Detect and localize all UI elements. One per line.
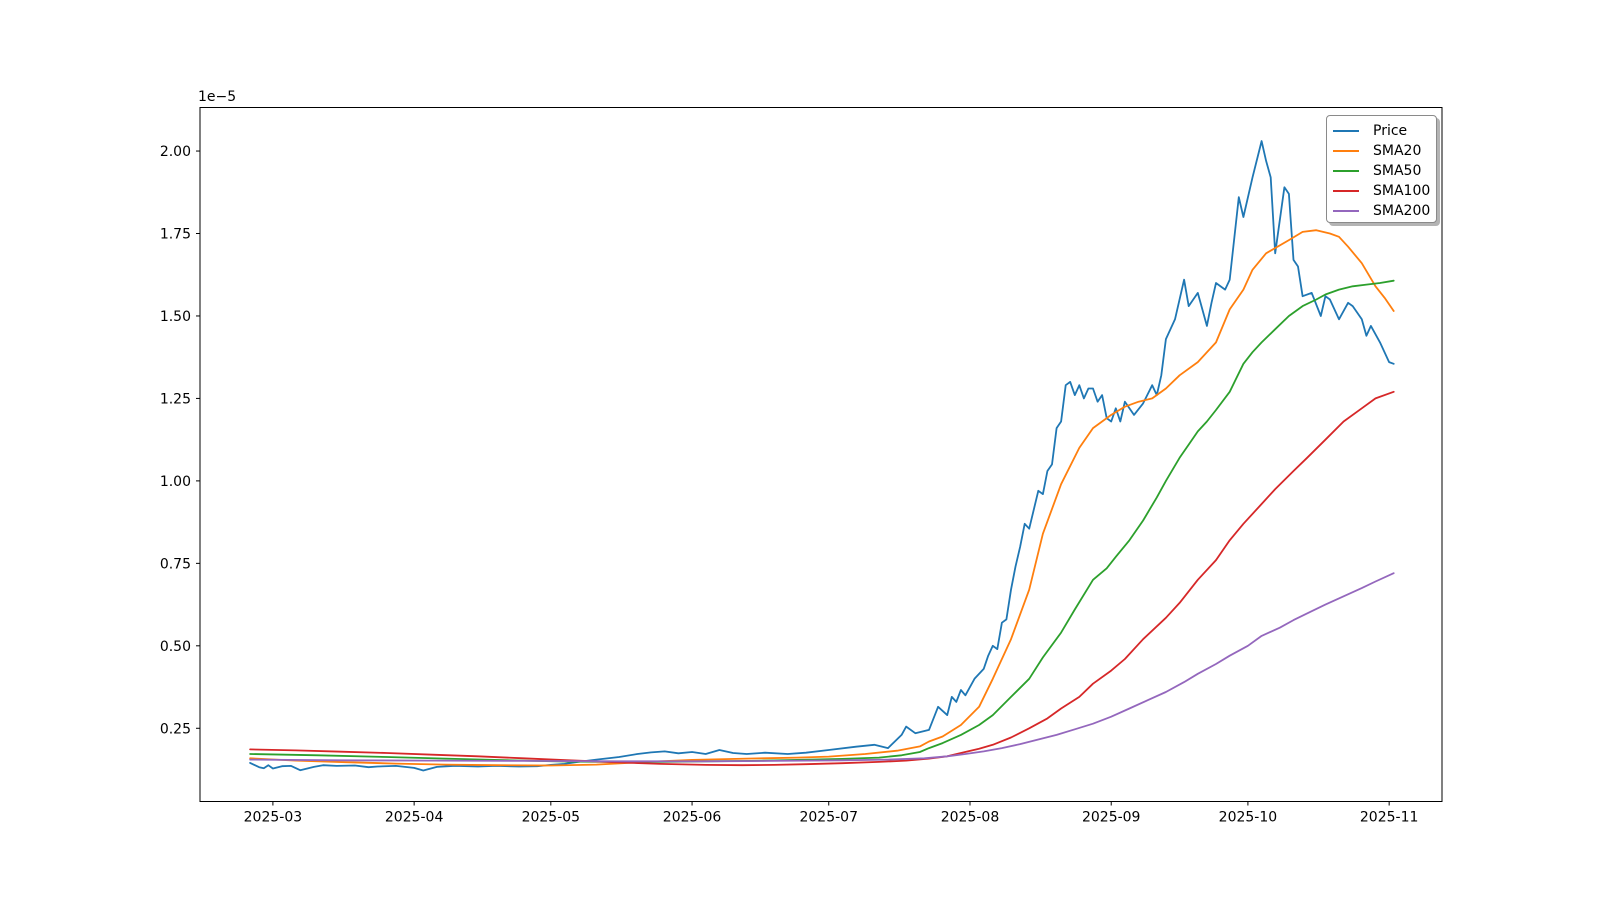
axes-spines (199, 107, 1443, 802)
sma20-line (249, 229, 1395, 767)
x-tick-label: 2025-07 (799, 810, 858, 826)
x-tick-label: 2025-08 (941, 810, 1000, 826)
legend-item-price: Price (1333, 121, 1428, 141)
y-axis-offset-label: 1e−5 (198, 89, 237, 105)
legend-swatch-sma20 (1333, 150, 1359, 152)
y-tick-label: 1.75 (160, 227, 191, 243)
legend-swatch-sma50 (1333, 170, 1359, 172)
x-tick-label: 2025-03 (244, 810, 303, 826)
y-tick-label: 1.00 (160, 474, 191, 490)
sma50-line (249, 279, 1395, 763)
legend-item-sma20: SMA20 (1333, 141, 1428, 161)
legend-item-sma200: SMA200 (1333, 201, 1431, 221)
legend-label: Price (1373, 123, 1408, 139)
y-tick-label: 0.75 (160, 556, 191, 572)
legend-label: SMA50 (1373, 163, 1422, 179)
sma100-line (249, 390, 1395, 767)
legend-swatch-price (1333, 130, 1359, 132)
legend-swatch-sma100 (1333, 190, 1359, 192)
y-tick-label: 0.25 (160, 721, 191, 737)
price-line (249, 140, 1395, 772)
legend-label: SMA100 (1373, 183, 1431, 199)
x-tick-label: 2025-06 (663, 810, 722, 826)
y-tick-label: 2.00 (160, 144, 191, 160)
y-tick-label: 0.50 (160, 639, 191, 655)
legend-box: Price SMA20 SMA50 SMA100 SMA200 (1326, 115, 1437, 223)
y-tick-label: 1.50 (160, 309, 191, 325)
legend-label: SMA20 (1373, 143, 1422, 159)
legend-label: SMA200 (1373, 203, 1431, 219)
x-tick-label: 2025-11 (1360, 810, 1419, 826)
legend-item-sma100: SMA100 (1333, 181, 1431, 201)
x-tick-label: 2025-09 (1082, 810, 1141, 826)
legend-item-sma50: SMA50 (1333, 161, 1428, 181)
y-tick-label: 1.25 (160, 391, 191, 407)
x-tick-label: 2025-05 (522, 810, 581, 826)
sma200-line (249, 572, 1395, 763)
legend-swatch-sma200 (1333, 210, 1359, 212)
x-tick-label: 2025-10 (1219, 810, 1278, 826)
x-tick-label: 2025-04 (385, 810, 444, 826)
